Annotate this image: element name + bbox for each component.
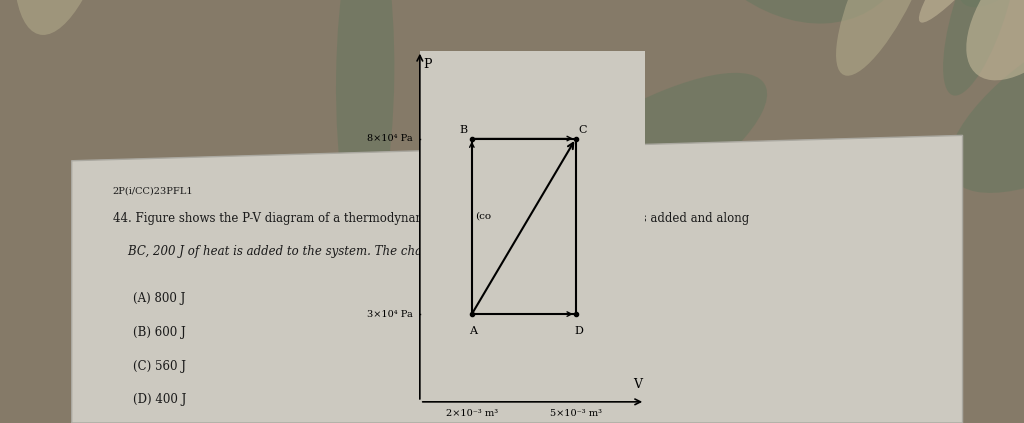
Text: (A) 800 J: (A) 800 J [133,292,185,305]
Text: BC, 200 J of heat is added to the system. The change in internal energy from A t: BC, 200 J of heat is added to the system… [113,245,641,258]
Text: (B) 600 J: (B) 600 J [133,326,186,339]
Ellipse shape [836,0,940,76]
Text: (C) 560 J: (C) 560 J [133,360,186,373]
Text: (D) 400 J: (D) 400 J [133,393,186,407]
Ellipse shape [932,0,1024,18]
Text: P: P [423,58,432,71]
Ellipse shape [0,0,27,127]
Ellipse shape [967,0,1024,80]
Ellipse shape [336,0,394,236]
Ellipse shape [943,0,1018,96]
Text: 3×10⁴ Pa: 3×10⁴ Pa [368,310,413,319]
Text: (co: (co [475,211,492,220]
Ellipse shape [948,2,1024,193]
Polygon shape [72,135,963,423]
Text: 44. Figure shows the P-V diagram of a thermodynamic process. Along AB, 600 J of : 44. Figure shows the P-V diagram of a th… [113,212,749,225]
Text: 8×10⁴ Pa: 8×10⁴ Pa [368,134,413,143]
Ellipse shape [958,0,1024,7]
Text: B: B [459,125,467,135]
Text: C: C [579,125,587,135]
Ellipse shape [485,73,767,261]
Text: 5×10⁻³ m³: 5×10⁻³ m³ [550,409,602,418]
Ellipse shape [919,0,1024,22]
Text: A: A [470,327,477,336]
Text: V: V [633,378,642,391]
Text: 2×10⁻³ m³: 2×10⁻³ m³ [445,409,498,418]
Ellipse shape [13,0,119,35]
Text: 2P(i/CC)23PFL1: 2P(i/CC)23PFL1 [113,186,194,195]
Ellipse shape [519,120,613,260]
Text: D: D [574,327,584,336]
Ellipse shape [665,0,914,24]
